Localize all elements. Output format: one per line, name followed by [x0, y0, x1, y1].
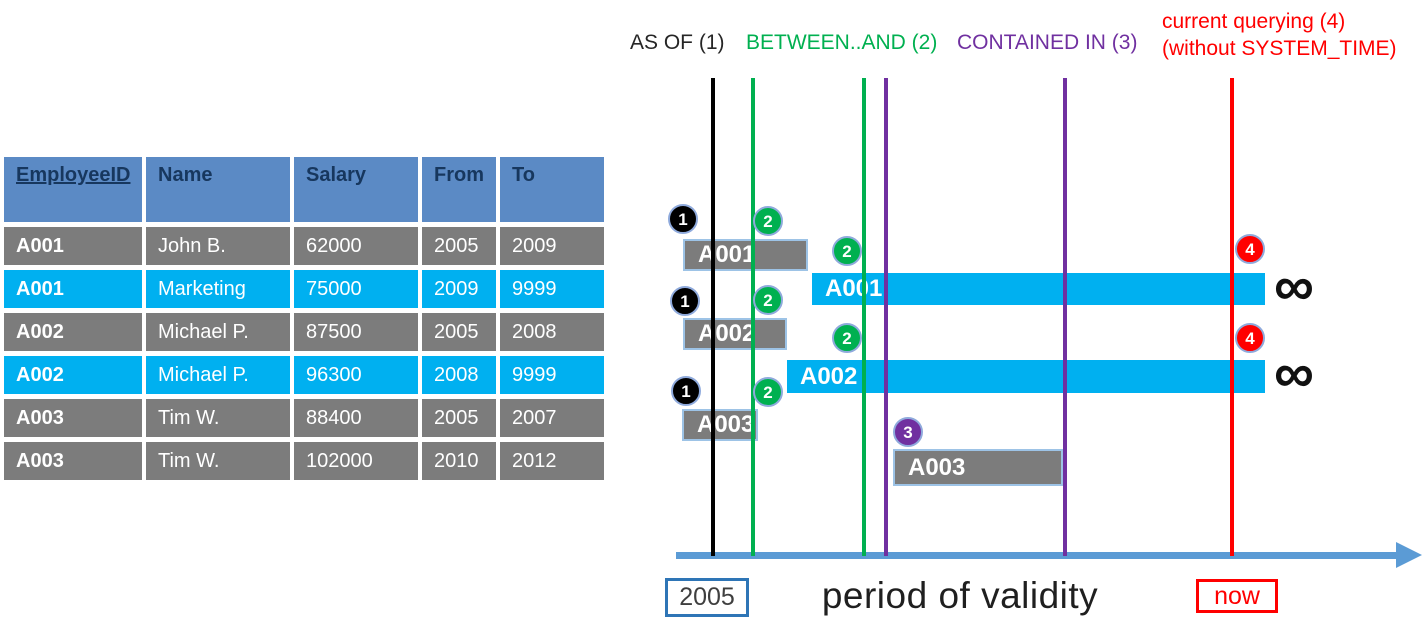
table-row: A003 Tim W. 88400 2005 2007	[4, 399, 604, 437]
table-header-row: EmployeeID Name Salary From To	[4, 157, 604, 222]
step-badge-2: 2	[832, 323, 862, 353]
table-cell: 2009	[500, 227, 604, 265]
table-cell: A003	[4, 442, 142, 480]
table-cell: Tim W.	[146, 442, 290, 480]
timeline-as-of-line	[711, 78, 715, 556]
table-cell: 2010	[422, 442, 496, 480]
table-header-label: Name	[158, 164, 213, 186]
table-cell: 75000	[294, 270, 418, 308]
timeline-now-line	[1230, 78, 1234, 556]
legend-contained-in: CONTAINED IN (3)	[957, 29, 1137, 56]
table-row: A002 Michael P. 87500 2005 2008	[4, 313, 604, 351]
table-cell: 96300	[294, 356, 418, 394]
timeline-contained-start-line	[884, 78, 888, 556]
legend-label: current querying (4)	[1162, 10, 1346, 33]
table-cell: 2012	[500, 442, 604, 480]
table-cell: A003	[4, 399, 142, 437]
table-cell: A001	[4, 270, 142, 308]
timeline-contained-end-line	[1063, 78, 1067, 556]
employee-table: EmployeeID Name Salary From To A001 John B. 62…	[4, 157, 604, 485]
legend-label-line2: (without SYSTEM_TIME)	[1162, 37, 1397, 60]
table-cell: Marketing	[146, 270, 290, 308]
table-header-cell: To	[500, 157, 604, 222]
table-header-cell: From	[422, 157, 496, 222]
step-badge-1: 1	[670, 286, 700, 316]
step-badge-2: 2	[753, 377, 783, 407]
axis-now-box: now	[1196, 579, 1278, 613]
table-header-cell: Salary	[294, 157, 418, 222]
step-badge-1: 1	[668, 204, 698, 234]
time-axis-arrowhead-icon	[1396, 542, 1422, 568]
table-cell: 2005	[422, 399, 496, 437]
table-header-label: Salary	[306, 164, 367, 186]
table-body: A001 John B. 62000 2005 2009 A001 Marketing 750…	[4, 227, 604, 480]
step-badge-3: 3	[893, 417, 923, 447]
validity-bar-a001-cyan: A001	[812, 273, 1265, 305]
timeline-between-start-line	[751, 78, 755, 556]
table-cell: 87500	[294, 313, 418, 351]
table-header-cell: EmployeeID	[4, 157, 142, 222]
table-cell: 2008	[422, 356, 496, 394]
table-row: A001 Marketing 75000 2009 9999	[4, 270, 604, 308]
table-row: A002 Michael P. 96300 2008 9999	[4, 356, 604, 394]
table-row: A003 Tim W. 102000 2010 2012	[4, 442, 604, 480]
legend-label: BETWEEN..AND (2)	[746, 31, 938, 54]
legend-label: CONTAINED IN (3)	[957, 31, 1138, 54]
infinity-symbol: ∞	[1274, 253, 1314, 317]
table-cell: Tim W.	[146, 399, 290, 437]
table-cell: 2005	[422, 313, 496, 351]
validity-bar-a002-gray: A002	[683, 318, 787, 350]
table-cell: 102000	[294, 442, 418, 480]
validity-bar-a003-gray: A003	[893, 449, 1063, 486]
validity-bar-a003-gray: A003	[682, 409, 758, 441]
time-axis-line	[676, 552, 1398, 559]
table-header-label: From	[434, 164, 484, 186]
table-cell: 62000	[294, 227, 418, 265]
table-row: A001 John B. 62000 2005 2009	[4, 227, 604, 265]
legend-as-of: AS OF (1)	[630, 29, 725, 56]
table-cell: 88400	[294, 399, 418, 437]
timeline-between-end-line	[862, 78, 866, 556]
validity-bar-a001-gray: A001	[683, 239, 808, 271]
legend-label: AS OF (1)	[630, 31, 725, 54]
table-cell: 9999	[500, 356, 604, 394]
table-cell: Michael P.	[146, 313, 290, 351]
step-badge-2: 2	[832, 236, 862, 266]
table-header-label: EmployeeID	[16, 164, 131, 186]
table-cell: 2005	[422, 227, 496, 265]
step-badge-2: 2	[753, 206, 783, 236]
table-cell: Michael P.	[146, 356, 290, 394]
step-badge-2: 2	[753, 285, 783, 315]
table-cell: John B.	[146, 227, 290, 265]
step-badge-4: 4	[1235, 234, 1265, 264]
legend-current-querying: current querying (4) (without SYSTEM_TIME…	[1162, 8, 1397, 62]
validity-bar-a002-cyan: A002	[787, 360, 1265, 393]
table-cell: 2007	[500, 399, 604, 437]
axis-title: period of validity	[821, 575, 1099, 616]
table-header-label: To	[512, 164, 535, 186]
table-cell: A001	[4, 227, 142, 265]
step-badge-4: 4	[1235, 323, 1265, 353]
axis-start-year: 2005	[679, 583, 735, 611]
step-badge-1: 1	[671, 376, 701, 406]
table-cell: 9999	[500, 270, 604, 308]
table-cell: 2008	[500, 313, 604, 351]
legend-between-and: BETWEEN..AND (2)	[746, 29, 937, 56]
table-cell: A002	[4, 313, 142, 351]
table-cell: 2009	[422, 270, 496, 308]
infinity-symbol: ∞	[1274, 340, 1314, 404]
axis-now-label: now	[1214, 581, 1260, 610]
axis-start-year-box: 2005	[665, 578, 749, 617]
table-cell: A002	[4, 356, 142, 394]
table-header-cell: Name	[146, 157, 290, 222]
